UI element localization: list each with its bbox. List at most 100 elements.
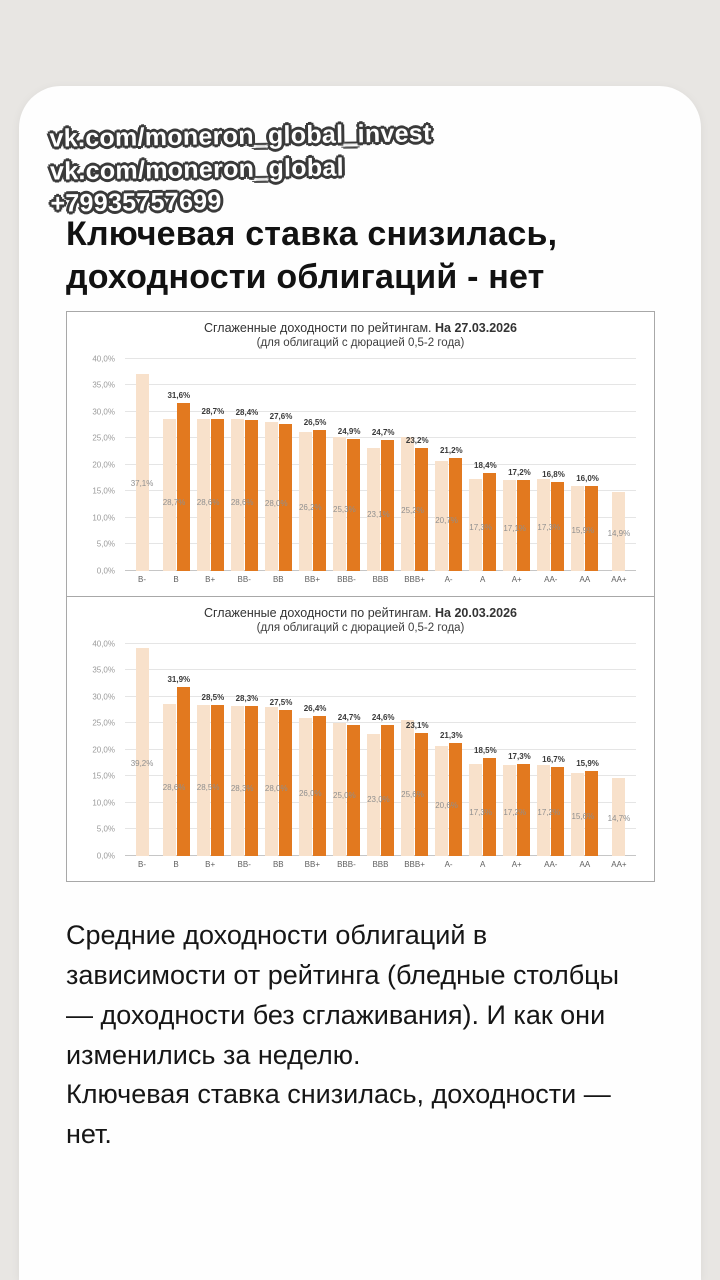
x-tick-label: B+ (205, 574, 216, 584)
bar-group: 17,3% 18,5% (466, 644, 500, 856)
bar-smoothed (312, 715, 326, 856)
bar-value-label-smoothed: 27,5% (269, 697, 293, 707)
bar-value-label-smoothed: 21,3% (439, 730, 463, 740)
bar-value-label-unsmoothed: 15,9% (571, 526, 595, 536)
bar-smoothed (449, 742, 463, 856)
bar-value-label-unsmoothed: 28,7% (162, 497, 186, 507)
x-tick-label: AA- (544, 859, 558, 869)
gridline (125, 854, 636, 856)
bar-group: 37,1% (125, 359, 159, 571)
chart-title-date: На 20.03.2026 (435, 605, 518, 620)
bar-unsmoothed (162, 418, 176, 571)
gridline (125, 669, 636, 671)
bar-value-label-smoothed: 26,5% (303, 418, 327, 428)
bar-group: 26,2% 26,5% (295, 359, 329, 571)
bar-group: 28,6% 28,7% (193, 359, 227, 571)
y-tick-label: 20,0% (92, 460, 115, 470)
bar-smoothed (415, 733, 429, 856)
bar-value-label-unsmoothed: 25,0% (333, 791, 356, 801)
bar-smoothed (176, 403, 190, 571)
bar-value-label-smoothed: 16,8% (542, 469, 565, 479)
bar-value-label-smoothed: 28,7% (201, 406, 225, 416)
bar-value-label-smoothed: 18,5% (474, 745, 497, 755)
x-tick-label: B (173, 859, 179, 869)
bar-unsmoothed (366, 448, 380, 571)
gridline (125, 748, 636, 750)
x-tick-label: BBB (372, 574, 389, 584)
bar-smoothed (551, 481, 565, 571)
bar-value-label-unsmoothed: 17,1% (503, 523, 527, 533)
phone-number: +79935757699 (50, 187, 222, 218)
x-axis: B- B B+ BB- BB BB+ BBB- BBB BBB+ A- A A+ AA- AA AA+ (125, 575, 636, 584)
y-tick-label: 10,0% (92, 798, 115, 808)
x-tick-label: BB (272, 574, 284, 584)
bar-group: 17,3% 16,8% (534, 359, 568, 571)
y-axis: 0,0% 5,0% 10,0% 15,0% 20,0% 25,0% 30,0% 35,0% 40… (77, 354, 119, 575)
x-tick-label: A+ (511, 574, 522, 584)
bar-value-label-smoothed: 24,6% (371, 713, 395, 723)
x-tick-label: B (173, 574, 179, 584)
bar-unsmoothed (135, 374, 149, 571)
bar-smoothed (380, 439, 394, 571)
bar-group: 25,6% 23,1% (398, 644, 432, 856)
bar-group: 28,0% 27,6% (261, 359, 295, 571)
post-card: Ключевая ставка снизилась, доходности об… (19, 86, 701, 1280)
chart-panel-previous-week: Сглаженные доходности по рейтингам. На 2… (66, 595, 655, 882)
bar-group: 25,0% 24,7% (329, 644, 363, 856)
bar-smoothed (244, 705, 258, 856)
bar-value-label-unsmoothed: 25,2% (401, 505, 424, 515)
y-tick-label: 5,0% (96, 539, 115, 549)
bar-unsmoothed (469, 478, 483, 571)
bar-smoothed (210, 418, 224, 571)
bar-value-label-smoothed: 24,7% (371, 427, 395, 437)
bar-group: 17,2% 17,3% (500, 644, 534, 856)
bar-smoothed (585, 485, 599, 571)
y-tick-label: 40,0% (92, 354, 115, 364)
bar-value-label-smoothed: 24,9% (337, 426, 361, 436)
bar-value-label-smoothed: 28,4% (235, 408, 259, 418)
gridline (125, 516, 636, 518)
gridline (125, 642, 636, 644)
chart-subtitle: (для облигаций с дюрацией 0,5-2 года) (256, 621, 465, 634)
y-tick-label: 0,0% (96, 851, 115, 861)
bar-group: 28,6% 28,4% (227, 359, 261, 571)
bar-value-label-unsmoothed: 17,2% (503, 808, 527, 818)
bar-value-label-smoothed: 27,6% (269, 412, 293, 422)
bar-group: 17,2% 16,7% (534, 644, 568, 856)
gridline (125, 437, 636, 439)
bar-value-label-smoothed: 23,1% (405, 721, 429, 731)
bar-value-label-unsmoothed: 28,3% (230, 783, 254, 793)
bar-unsmoothed (230, 705, 244, 856)
bar-unsmoothed (366, 733, 380, 856)
caption-paragraph-1: Средние доходности облигаций в зависимос… (66, 919, 620, 1070)
bar-unsmoothed (298, 717, 312, 856)
bar-smoothed (312, 430, 326, 571)
bar-group: 25,2% 23,2% (398, 359, 432, 571)
bar-value-label-smoothed: 24,7% (337, 712, 361, 722)
x-tick-label: BB+ (304, 859, 321, 869)
bar-value-label-smoothed: 28,3% (235, 693, 259, 703)
x-tick-label: BBB (372, 859, 389, 869)
bar-unsmoothed (298, 431, 312, 571)
charts-container: Сглаженные доходности по рейтингам. На 2… (66, 310, 655, 882)
bar-group: 28,6% 31,9% (159, 644, 193, 856)
watermark-contacts: vk.com/moneron_global_invest vk.com/mone… (49, 117, 432, 220)
y-axis: 0,0% 5,0% 10,0% 15,0% 20,0% 25,0% 30,0% 35,0% 40… (77, 639, 119, 860)
bar-value-label-smoothed: 16,7% (542, 755, 565, 765)
chart-panel-current-week: Сглаженные доходности по рейтингам. На 2… (66, 310, 655, 597)
bar-value-label-unsmoothed: 17,3% (537, 523, 561, 533)
x-tick-label: BB- (237, 574, 251, 584)
bar-group: 26,0% 26,4% (295, 644, 329, 856)
x-tick-label: A (479, 859, 486, 869)
bar-smoothed (278, 424, 292, 571)
caption-paragraph-2: Ключевая ставка снизилась, доходности — … (66, 1079, 611, 1150)
bar-value-label-smoothed: 16,0% (576, 473, 599, 483)
gridline (125, 543, 636, 545)
chart-title-date: На 27.03.2026 (435, 320, 518, 335)
gridline (125, 569, 636, 571)
bar-group: 20,6% 21,3% (432, 644, 466, 856)
x-tick-label: BB (272, 859, 284, 869)
bar-value-label-smoothed: 31,9% (167, 674, 191, 684)
bar-unsmoothed (135, 647, 149, 856)
x-tick-label: AA+ (611, 859, 627, 869)
